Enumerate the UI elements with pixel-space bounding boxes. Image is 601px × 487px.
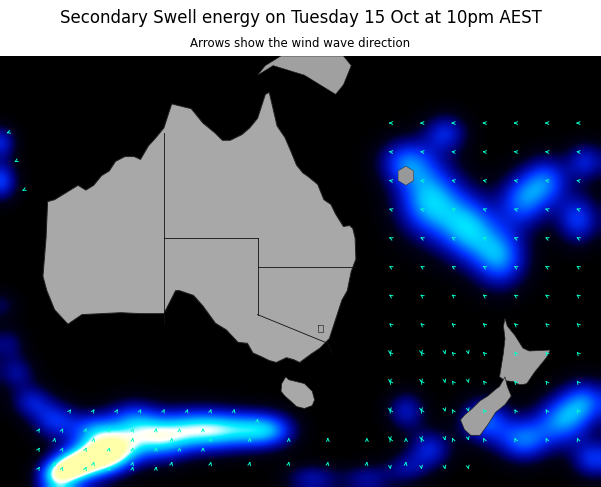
- Polygon shape: [258, 56, 351, 94]
- Text: Arrows show the wind wave direction: Arrows show the wind wave direction: [191, 37, 410, 50]
- Text: Secondary Swell energy on Tuesday 15 Oct at 10pm AEST: Secondary Swell energy on Tuesday 15 Oct…: [59, 9, 542, 27]
- Polygon shape: [499, 318, 551, 385]
- Polygon shape: [460, 377, 511, 435]
- Polygon shape: [43, 93, 356, 362]
- Polygon shape: [281, 377, 314, 409]
- Polygon shape: [398, 166, 413, 185]
